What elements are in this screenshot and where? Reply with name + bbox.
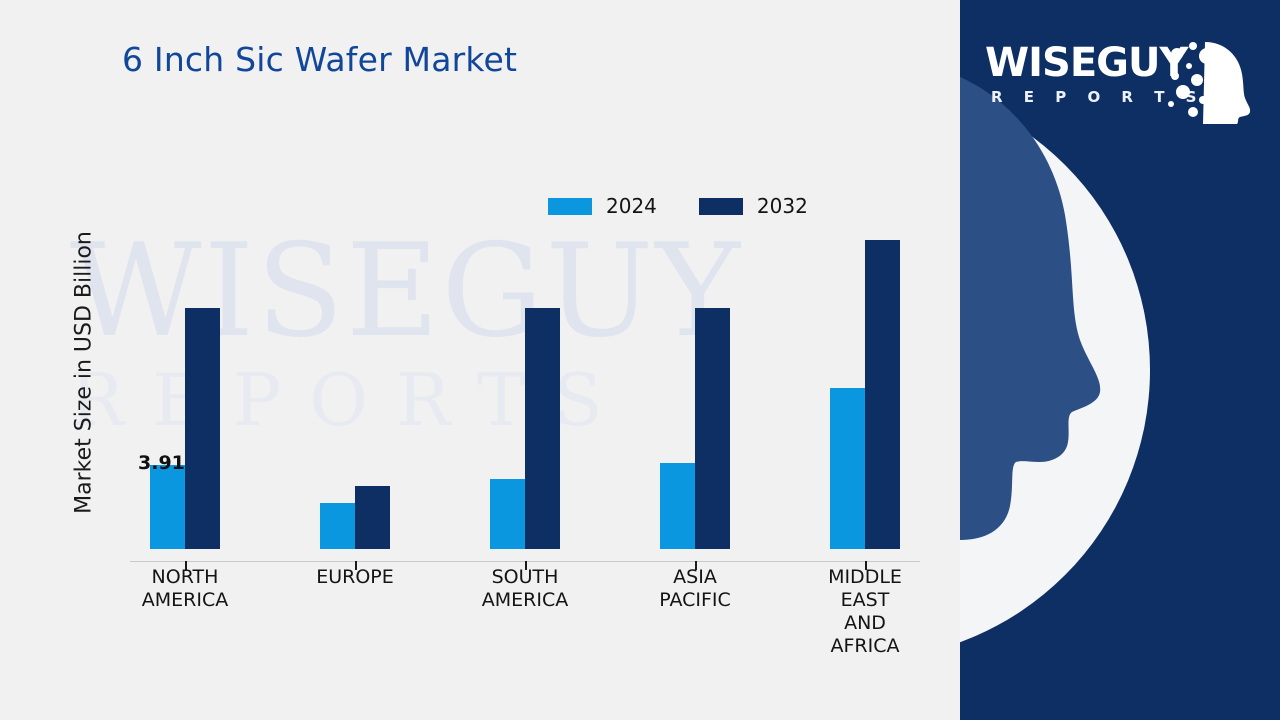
category-label: NORTH AMERICA: [120, 566, 250, 612]
logo-head-icon: [1168, 42, 1251, 124]
axis-tick: [185, 561, 187, 570]
category-label-line: AMERICA: [141, 589, 229, 611]
category-label: ASIA PACIFIC: [630, 566, 760, 612]
axis-tick: [355, 561, 357, 570]
bar-group: [490, 308, 560, 549]
bar-2024[interactable]: [150, 465, 185, 549]
chart-area: WISEGUY REPORTS 6 Inch Sic Wafer Market …: [70, 40, 930, 658]
page-title: 6 Inch Sic Wafer Market: [122, 40, 518, 79]
category-label-line: NORTH: [151, 566, 219, 588]
legend-swatch-2024: [548, 197, 592, 215]
category-label-line: AFRICA: [830, 635, 900, 657]
bar-group: [320, 486, 390, 549]
bar-group: [830, 240, 900, 549]
axis-tick: [525, 561, 527, 570]
bar-2024[interactable]: [490, 479, 525, 549]
bar-2032[interactable]: [865, 240, 900, 549]
brand-panel: [960, 0, 1280, 720]
legend-item-2024[interactable]: 2024: [548, 194, 657, 218]
bar-2024[interactable]: [320, 503, 355, 549]
brand-logo: WISEGUY R E P O R T S: [985, 36, 1255, 124]
category-label: MIDDLE EAST AND AFRICA: [800, 566, 930, 658]
category-label: SOUTH AMERICA: [460, 566, 590, 612]
plot-region: NORTH AMERICA EUROPE SOUTH AMERICA ASIA PACIFI…: [120, 240, 930, 658]
chart-legend: 2024 2032: [548, 194, 808, 218]
category-label-line: AMERICA: [481, 589, 569, 611]
bar-group: [660, 308, 730, 549]
bar-data-label: 3.91: [138, 452, 185, 474]
category-label-line: ASIA: [673, 566, 717, 588]
logo-wordmark: WISEGUY: [985, 40, 1188, 86]
bar-2032[interactable]: [695, 308, 730, 549]
category-label-line: MIDDLE: [828, 566, 902, 588]
head-profile-graphic: [960, 76, 1150, 643]
bar-2024[interactable]: [830, 388, 865, 549]
bar-group: [150, 308, 220, 549]
category-label-line: EAST: [840, 589, 890, 611]
category-label-line: SOUTH: [491, 566, 559, 588]
legend-label-2024: 2024: [606, 194, 657, 218]
bar-2032[interactable]: [525, 308, 560, 549]
legend-label-2032: 2032: [756, 194, 808, 218]
axis-tick: [865, 561, 867, 570]
legend-swatch-2032: [698, 197, 743, 215]
legend-item-2032[interactable]: 2032: [698, 194, 808, 218]
category-label-line: PACIFIC: [659, 589, 731, 611]
axis-tick: [695, 561, 697, 570]
logo-tagline: R E P O R T S: [991, 88, 1205, 106]
bar-2032[interactable]: [185, 308, 220, 549]
category-label-line: EUROPE: [316, 566, 394, 588]
bar-2024[interactable]: [660, 463, 695, 549]
bar-2032[interactable]: [355, 486, 390, 549]
category-label-line: AND: [844, 612, 886, 634]
category-label: EUROPE: [290, 566, 420, 589]
